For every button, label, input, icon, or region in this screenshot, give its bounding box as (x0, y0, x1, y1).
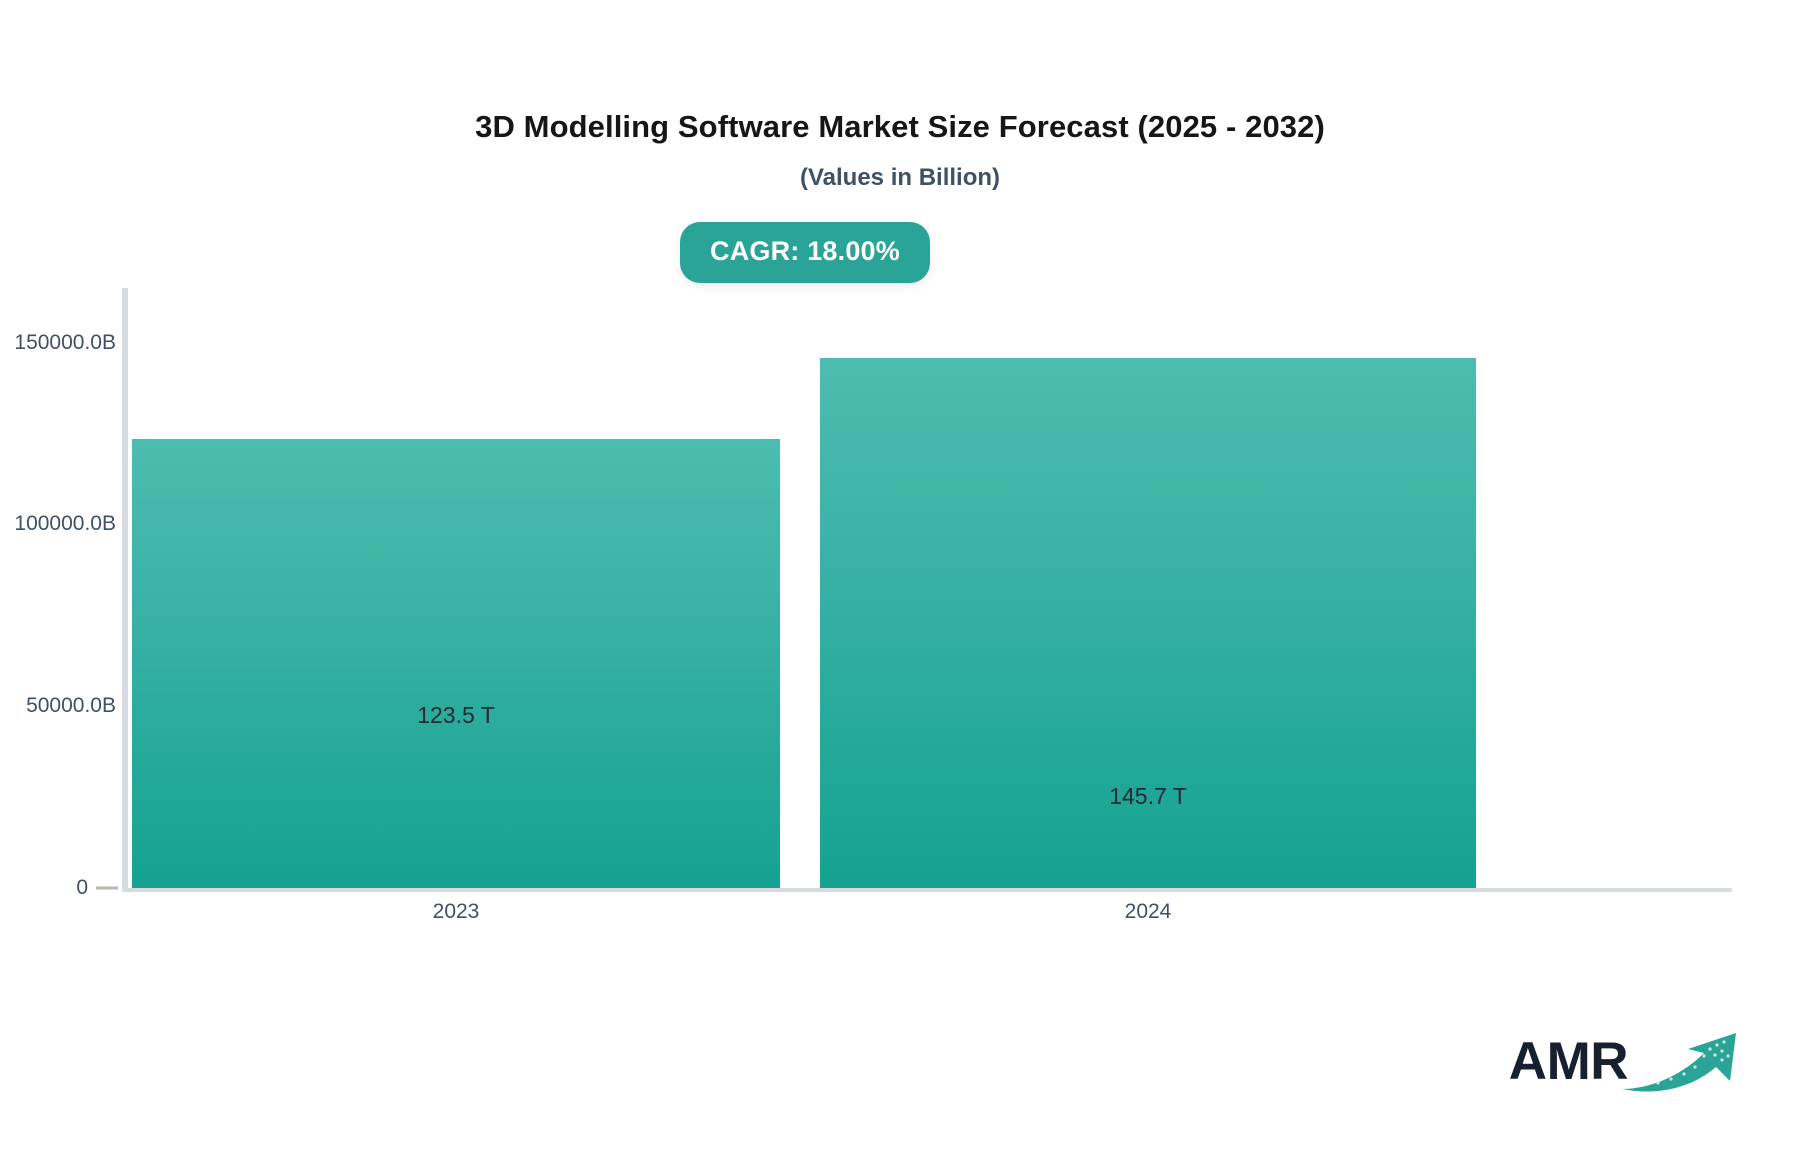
amr-logo-text: AMR (1508, 1032, 1629, 1091)
y-axis-line (122, 288, 128, 888)
chart-subtitle: (Values in Billion) (799, 163, 1001, 191)
x-axis-line (122, 888, 1732, 892)
y-axis-zero-tick-mark (96, 886, 118, 890)
growth-arrow-icon (1618, 1029, 1748, 1100)
cagr-badge: CAGR: 18.00% (680, 222, 930, 283)
amr-logo: AMR (1509, 1029, 1748, 1094)
page-title: 3D Modelling Software Market Size Foreca… (475, 109, 1325, 144)
x-tick-label-2024: 2024 (1124, 900, 1172, 923)
bar-value-label-2023: 123.5 T (417, 702, 495, 729)
x-tick-label-2023: 2023 (432, 900, 480, 923)
y-tick-label-0: 0 (76, 876, 88, 899)
title-block: 3D Modelling Software Market Size Foreca… (0, 108, 1800, 193)
bar-value-label-2024: 145.7 T (1109, 782, 1187, 809)
y-tick-label-50000: 50000.0B (26, 694, 116, 718)
bar-2024[interactable] (820, 358, 1476, 888)
y-tick-label-100000: 100000.0B (14, 512, 116, 536)
bar-2023[interactable] (132, 438, 780, 888)
plot-area: 150000.0B 100000.0B 50000.0B 0 123.5 T 2… (14, 288, 1732, 923)
y-tick-label-150000: 150000.0B (14, 330, 116, 354)
